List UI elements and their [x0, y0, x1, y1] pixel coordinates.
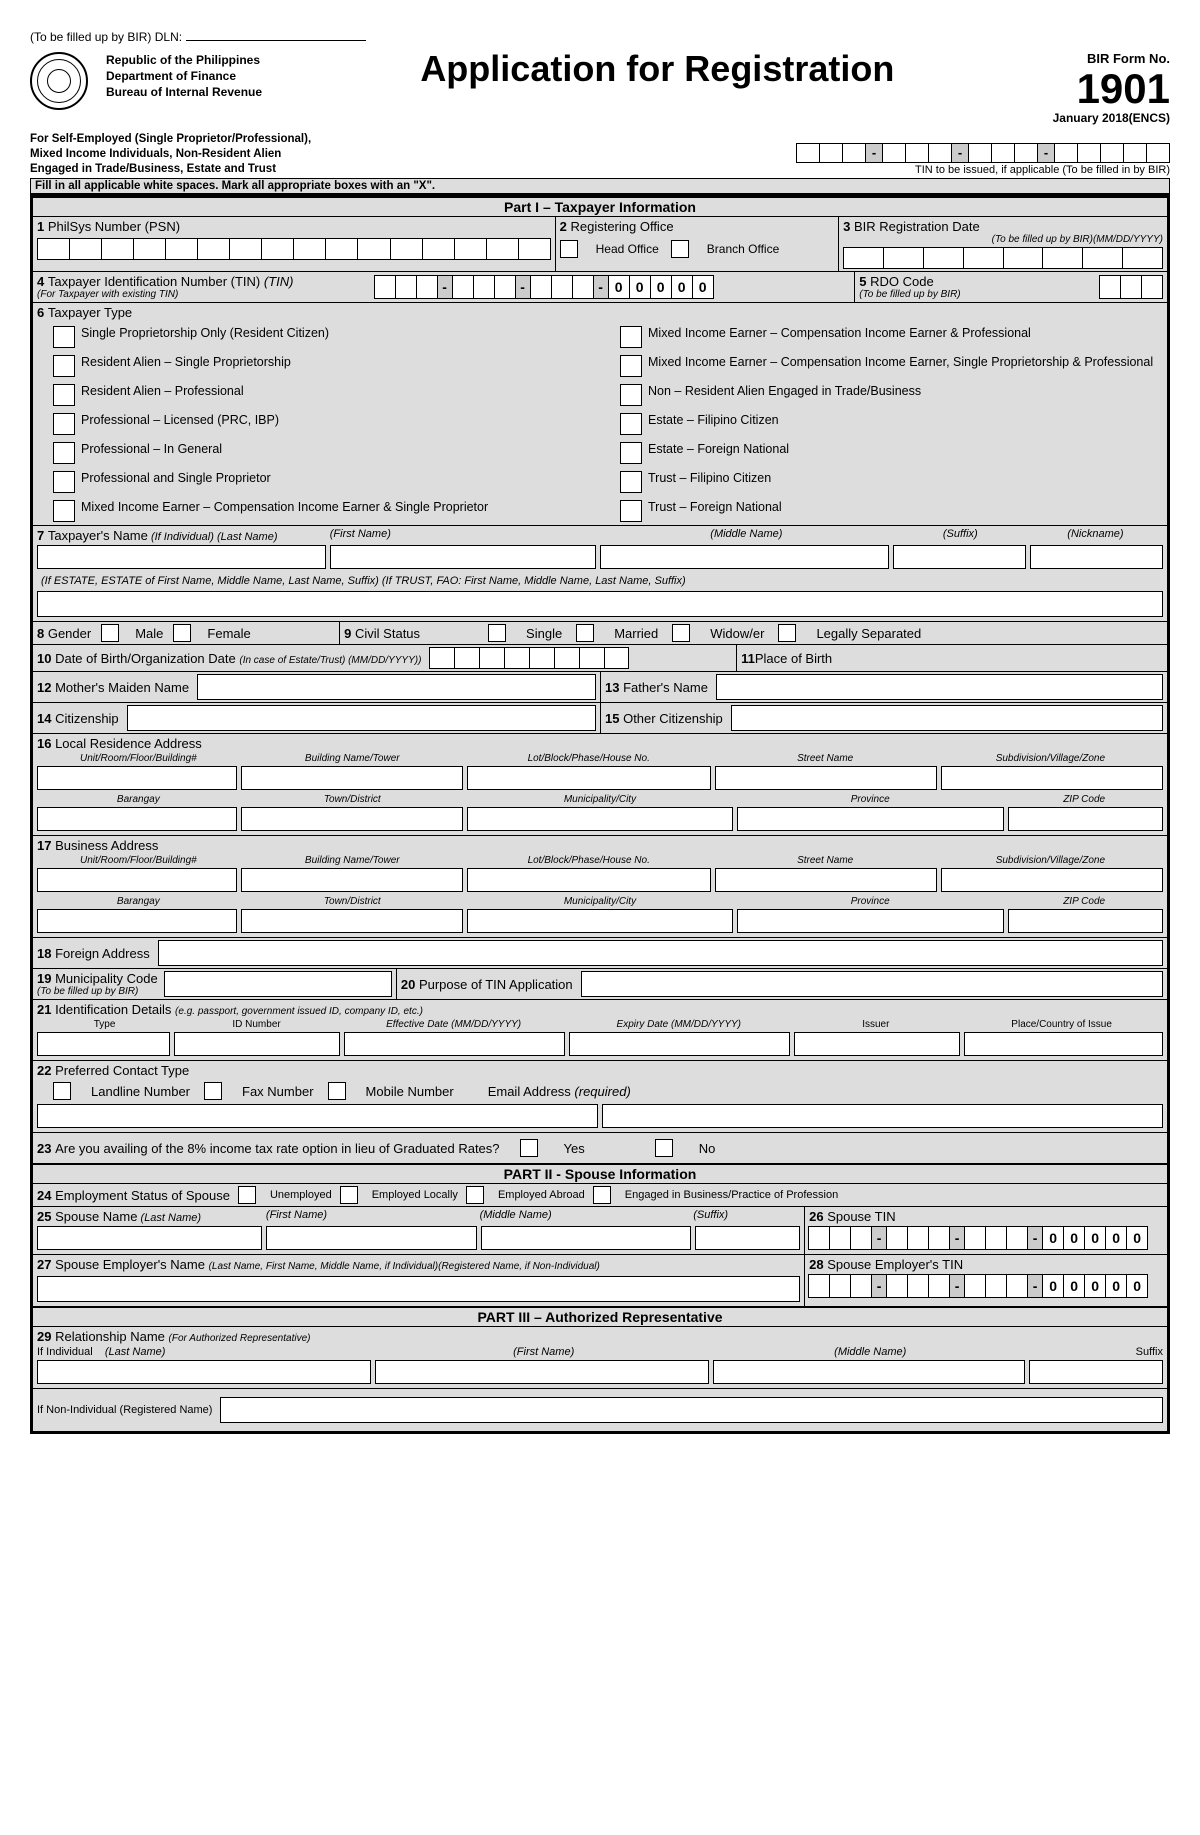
nickname-input[interactable] [1030, 545, 1163, 569]
taxpayer-type-checkbox[interactable] [620, 413, 642, 435]
female-checkbox[interactable] [173, 624, 191, 642]
spouse-tin-input[interactable]: - - - 00000 [809, 1226, 1163, 1250]
firstname-input[interactable] [330, 545, 596, 569]
suffix-input[interactable] [893, 545, 1026, 569]
rdo-input[interactable] [1100, 275, 1163, 299]
field-25: Spouse Name [55, 1209, 137, 1224]
taxpayer-type-checkbox[interactable] [53, 442, 75, 464]
subhead: For Self-Employed (Single Proprietor/Pro… [30, 132, 311, 177]
seal-icon [30, 52, 88, 110]
part2-header: PART II - Spouse Information [33, 1164, 1167, 1184]
taxpayer-type-checkbox[interactable] [53, 355, 75, 377]
citizenship-input[interactable] [127, 705, 596, 731]
field-6: Taxpayer Type [48, 305, 132, 320]
field-29-nonind: If Non-Individual (Registered Name) [37, 1404, 212, 1416]
field-20: Purpose of TIN Application [419, 977, 573, 992]
emp-abroad-checkbox[interactable] [466, 1186, 484, 1204]
spouse-employer-tin-input[interactable]: - - - 00000 [809, 1274, 1163, 1298]
muni-code-input[interactable] [164, 971, 392, 997]
business-checkbox[interactable] [593, 1186, 611, 1204]
field-13: Father's Name [623, 680, 708, 695]
taxpayer-type-checkbox[interactable] [620, 384, 642, 406]
part1-header: Part I – Taxpayer Information [33, 197, 1167, 217]
spouse-employer-input[interactable] [37, 1276, 800, 1302]
email-input[interactable] [602, 1104, 1163, 1128]
emp-local-checkbox[interactable] [340, 1186, 358, 1204]
field-8: Gender [48, 626, 91, 641]
tin-input[interactable]: - - - 00000 [375, 275, 714, 299]
fax-checkbox[interactable] [204, 1082, 222, 1100]
field-2: Registering Office [570, 219, 673, 234]
field-16: Local Residence Address [55, 736, 202, 751]
field-18: Foreign Address [55, 946, 150, 961]
branch-office-checkbox[interactable] [671, 240, 689, 258]
taxpayer-type-checkbox[interactable] [620, 442, 642, 464]
single-checkbox[interactable] [488, 624, 506, 642]
nonind-name-input[interactable] [220, 1397, 1163, 1423]
field-27: Spouse Employer's Name [55, 1257, 205, 1272]
taxpayer-type-checkbox[interactable] [620, 471, 642, 493]
married-checkbox[interactable] [576, 624, 594, 642]
form-number: BIR Form No. 1901 January 2018(ENCS) [1053, 52, 1170, 126]
yes-checkbox[interactable] [520, 1139, 538, 1157]
taxpayer-type-checkbox[interactable] [53, 413, 75, 435]
field-24: Employment Status of Spouse [55, 1188, 230, 1203]
mother-name-input[interactable] [197, 674, 596, 700]
dob-input[interactable] [429, 647, 629, 669]
father-name-input[interactable] [716, 674, 1163, 700]
dln-line: (To be filled up by BIR) DLN: [30, 30, 1170, 44]
widower-checkbox[interactable] [672, 624, 690, 642]
field-12: Mother's Maiden Name [55, 680, 189, 695]
other-citizenship-input[interactable] [731, 705, 1163, 731]
field-15: Other Citizenship [623, 711, 723, 726]
field-9: Civil Status [355, 626, 420, 641]
male-checkbox[interactable] [101, 624, 119, 642]
taxpayer-type-checkbox[interactable] [53, 500, 75, 522]
reg-date-input[interactable] [843, 247, 1163, 269]
landline-checkbox[interactable] [53, 1082, 71, 1100]
field-5: RDO Code [870, 274, 934, 289]
field-29: Relationship Name [55, 1329, 165, 1344]
field-10: Date of Birth/Organization Date [55, 651, 236, 666]
form-title: Application for Registration [262, 48, 1053, 90]
head-office-checkbox[interactable] [560, 240, 578, 258]
field-19: Municipality Code [55, 971, 158, 986]
field-1: PhilSys Number (PSN) [48, 219, 180, 234]
taxpayer-type-checkbox[interactable] [53, 384, 75, 406]
field-4: Taxpayer Identification Number (TIN) [48, 274, 260, 289]
field-7: Taxpayer's Name [48, 528, 148, 543]
part3-header: PART III – Authorized Representative [33, 1307, 1167, 1327]
tin-issued: - - - TIN to be issued, if applicable (T… [797, 143, 1170, 176]
name-estate-input[interactable] [37, 591, 1163, 617]
field-3: BIR Registration Date [854, 219, 980, 234]
taxpayer-type-checkbox[interactable] [620, 500, 642, 522]
field-21: Identification Details [55, 1002, 171, 1017]
taxpayer-type-checkbox[interactable] [53, 471, 75, 493]
no-checkbox[interactable] [655, 1139, 673, 1157]
fill-note: Fill in all applicable white spaces. Mar… [30, 178, 1170, 194]
taxpayer-type-checkbox[interactable] [53, 326, 75, 348]
separated-checkbox[interactable] [778, 624, 796, 642]
agency: Republic of the PhilippinesDepartment of… [106, 52, 262, 101]
psn-input[interactable] [37, 238, 551, 260]
lastname-input[interactable] [37, 545, 326, 569]
field-11: Place of Birth [755, 651, 832, 666]
field-28: Spouse Employer's TIN [827, 1257, 963, 1272]
field-26: Spouse TIN [827, 1209, 895, 1224]
purpose-input[interactable] [581, 971, 1163, 997]
unemployed-checkbox[interactable] [238, 1186, 256, 1204]
mobile-checkbox[interactable] [328, 1082, 346, 1100]
middlename-input[interactable] [600, 545, 889, 569]
contact-input[interactable] [37, 1104, 598, 1128]
field-22: Preferred Contact Type [55, 1063, 189, 1078]
field-14: Citizenship [55, 711, 119, 726]
field-17: Business Address [55, 838, 158, 853]
taxpayer-type-checkbox[interactable] [620, 355, 642, 377]
taxpayer-type-checkbox[interactable] [620, 326, 642, 348]
field-23: Are you availing of the 8% income tax ra… [55, 1141, 499, 1156]
foreign-address-input[interactable] [158, 940, 1163, 966]
